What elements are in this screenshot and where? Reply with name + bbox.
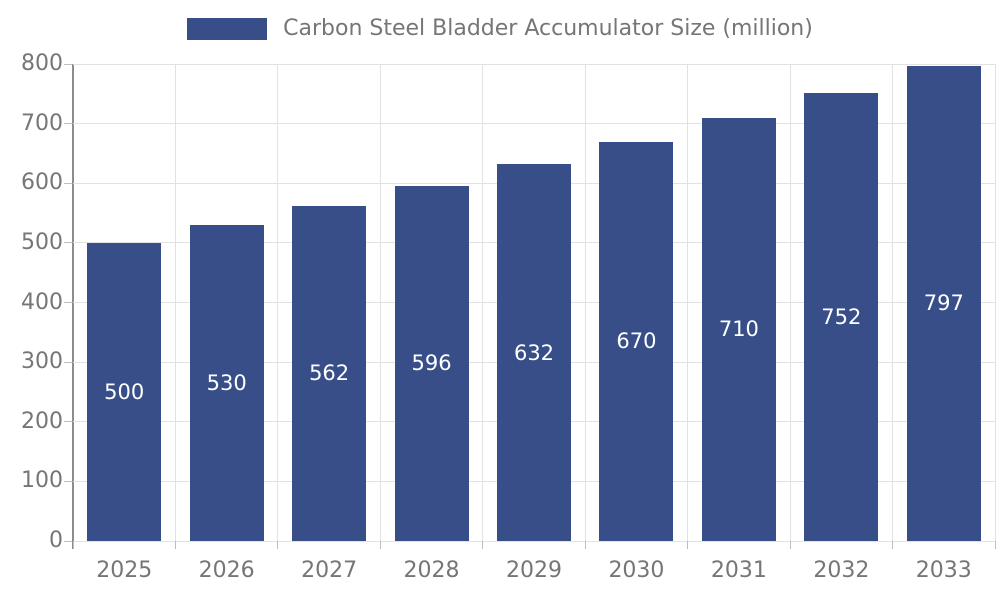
legend-swatch <box>187 17 268 40</box>
y-tick-mark <box>64 421 72 423</box>
bar: 710 <box>701 117 776 541</box>
bar-value-label: 752 <box>821 304 862 329</box>
bar-value-label: 596 <box>411 351 452 376</box>
bar: 752 <box>804 92 879 541</box>
y-tick-label: 100 <box>21 468 63 494</box>
x-tick-mark <box>584 541 586 549</box>
y-tick-label: 600 <box>21 170 63 196</box>
gridline-horizontal <box>73 540 995 542</box>
bar: 500 <box>87 242 162 541</box>
y-tick-label: 400 <box>21 289 63 315</box>
x-tick-mark <box>687 541 689 549</box>
gridline-vertical <box>584 64 586 541</box>
gridline-vertical <box>892 64 894 541</box>
x-tick-label: 2033 <box>915 558 972 583</box>
bar: 562 <box>292 205 367 541</box>
bar: 530 <box>189 224 264 541</box>
y-tick-mark <box>64 242 72 244</box>
y-tick-label: 500 <box>21 229 63 255</box>
plot-area: 500 530 562 596 632 670 710 752 797 <box>64 63 996 549</box>
x-tick-mark <box>174 541 176 549</box>
y-tick-label: 800 <box>21 51 63 76</box>
y-tick-mark <box>64 63 72 65</box>
x-axis-labels: 2025 2026 2027 2028 2029 2030 2031 2032 2033 <box>73 556 995 590</box>
y-axis-labels: 0 100 200 300 400 500 600 700 800 <box>0 0 63 600</box>
y-tick-label: 200 <box>21 408 63 434</box>
y-tick-mark <box>64 302 72 303</box>
bar-value-label: 710 <box>718 317 759 342</box>
y-tick-label: 0 <box>49 528 63 553</box>
gridline-horizontal <box>73 123 995 125</box>
y-axis-line <box>72 64 74 549</box>
gridline-vertical <box>994 64 996 541</box>
bar: 632 <box>497 164 571 541</box>
gridline-vertical <box>379 64 381 541</box>
gridline-vertical <box>174 64 176 541</box>
x-tick-label: 2032 <box>813 558 870 583</box>
x-tick-mark <box>892 541 894 549</box>
y-tick-label: 700 <box>21 110 63 136</box>
legend: Carbon Steel Bladder Accumulator Size (m… <box>0 16 1000 41</box>
bar-value-label: 670 <box>616 329 657 354</box>
x-tick-label: 2025 <box>96 558 153 583</box>
y-tick-mark <box>64 123 72 125</box>
gridline-vertical <box>482 64 484 541</box>
x-tick-mark <box>277 541 279 549</box>
gridline-horizontal <box>73 63 995 65</box>
y-tick-mark <box>64 540 72 542</box>
bar-value-label: 797 <box>923 291 964 316</box>
x-tick-label: 2031 <box>710 558 767 583</box>
gridline-vertical <box>687 64 689 541</box>
x-tick-mark <box>789 541 791 549</box>
y-tick-mark <box>64 182 72 184</box>
gridline-vertical <box>277 64 279 541</box>
bar: 797 <box>906 65 981 541</box>
y-tick-mark <box>64 361 72 363</box>
bar: 596 <box>394 185 469 541</box>
legend-label: Carbon Steel Bladder Accumulator Size (m… <box>283 16 813 41</box>
gridline-vertical <box>789 64 791 541</box>
bar-value-label: 632 <box>513 340 555 365</box>
x-tick-mark <box>72 541 74 549</box>
bar-value-label: 530 <box>206 370 247 395</box>
x-tick-label: 2030 <box>608 558 665 583</box>
bar-value-label: 500 <box>104 379 145 404</box>
y-tick-mark <box>64 480 72 482</box>
x-tick-label: 2027 <box>301 558 358 583</box>
x-tick-label: 2026 <box>198 558 255 583</box>
bar: 670 <box>599 141 674 541</box>
x-tick-label: 2028 <box>403 558 460 583</box>
x-tick-mark <box>994 541 996 549</box>
bar-value-label: 562 <box>309 361 350 386</box>
x-tick-mark <box>379 541 381 549</box>
y-tick-label: 300 <box>21 349 63 375</box>
x-tick-mark <box>482 541 484 549</box>
x-tick-label: 2029 <box>505 558 562 583</box>
